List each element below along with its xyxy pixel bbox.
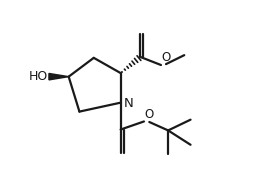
Text: HO: HO	[29, 70, 48, 83]
Polygon shape	[49, 73, 69, 80]
Text: O: O	[162, 51, 171, 64]
Text: O: O	[145, 108, 154, 121]
Text: N: N	[123, 97, 133, 110]
